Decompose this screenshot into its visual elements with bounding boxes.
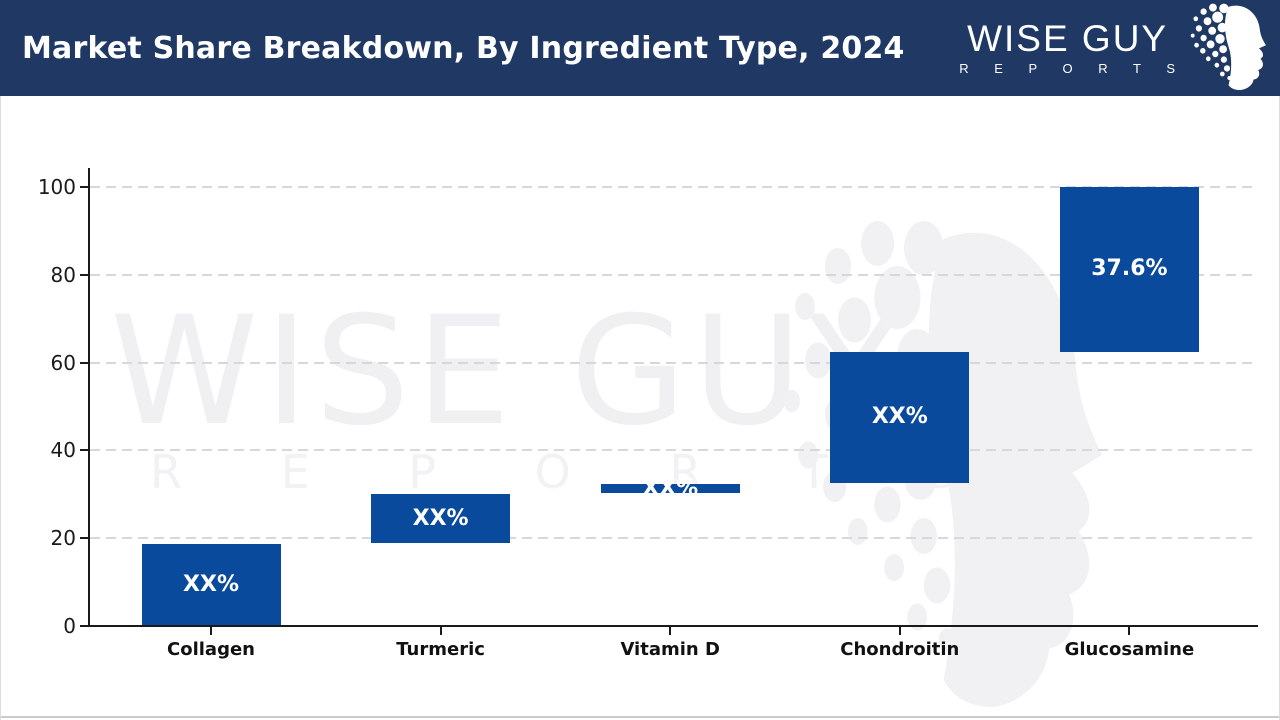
- xtick-label: Chondroitin: [840, 639, 960, 660]
- gridline: [90, 537, 1258, 540]
- y-tick: [80, 273, 88, 276]
- bar: XX%: [830, 351, 970, 483]
- bar: 37.6%: [1059, 187, 1199, 352]
- x-tick: [439, 626, 442, 635]
- brand-name: WISE GUY: [967, 18, 1169, 60]
- gridline: [90, 449, 1258, 452]
- bar-value-label: 37.6%: [1091, 256, 1168, 282]
- brand-subtitle: R E P O R T S: [959, 60, 1186, 76]
- bottom-divider: [0, 716, 1280, 718]
- ytick-label: 0: [63, 613, 76, 638]
- bar-value-label: XX%: [642, 475, 699, 501]
- watermark-text: WISE GUY: [110, 285, 906, 459]
- x-tick: [898, 626, 901, 635]
- xtick-label: Turmeric: [396, 639, 485, 660]
- y-tick: [80, 449, 88, 452]
- x-axis-line: [88, 624, 1258, 627]
- x-tick: [669, 626, 672, 635]
- watermark-subtext: R E P O R T S: [150, 445, 998, 499]
- xtick-label: Vitamin D: [620, 639, 720, 660]
- gridline: [90, 361, 1258, 364]
- gridline: [90, 273, 1258, 276]
- bar-value-label: XX%: [183, 571, 239, 597]
- y-tick: [80, 537, 88, 540]
- x-tick: [1128, 626, 1131, 635]
- ytick-label: 20: [50, 526, 76, 551]
- ytick-label: 40: [50, 438, 76, 463]
- header: Market Share Breakdown, By Ingredient Ty…: [0, 0, 1280, 96]
- ytick-label: 80: [50, 262, 76, 287]
- xtick-label: Glucosamine: [1064, 639, 1195, 660]
- y-tick: [80, 624, 88, 627]
- bar: XX%: [600, 477, 740, 499]
- logo-face-icon: [1188, 2, 1266, 94]
- ytick-label: 100: [37, 175, 76, 199]
- bar: XX%: [371, 494, 511, 543]
- ytick-label: 60: [50, 350, 76, 375]
- gridline: [90, 186, 1258, 188]
- brand-logo: WISE GUY R E P O R T S: [949, 0, 1266, 96]
- bar-value-label: XX%: [871, 404, 928, 430]
- bar: XX%: [141, 543, 281, 626]
- xtick-label: Collagen: [167, 639, 255, 660]
- y-tick: [80, 361, 88, 364]
- brand-logo-text: WISE GUY R E P O R T S: [949, 18, 1186, 76]
- y-tick: [80, 186, 88, 188]
- left-edge-line: [0, 96, 1, 720]
- y-axis-line: [88, 168, 90, 627]
- page-title: Market Share Breakdown, By Ingredient Ty…: [22, 30, 905, 66]
- bar-value-label: XX%: [412, 505, 469, 531]
- x-tick: [210, 626, 212, 635]
